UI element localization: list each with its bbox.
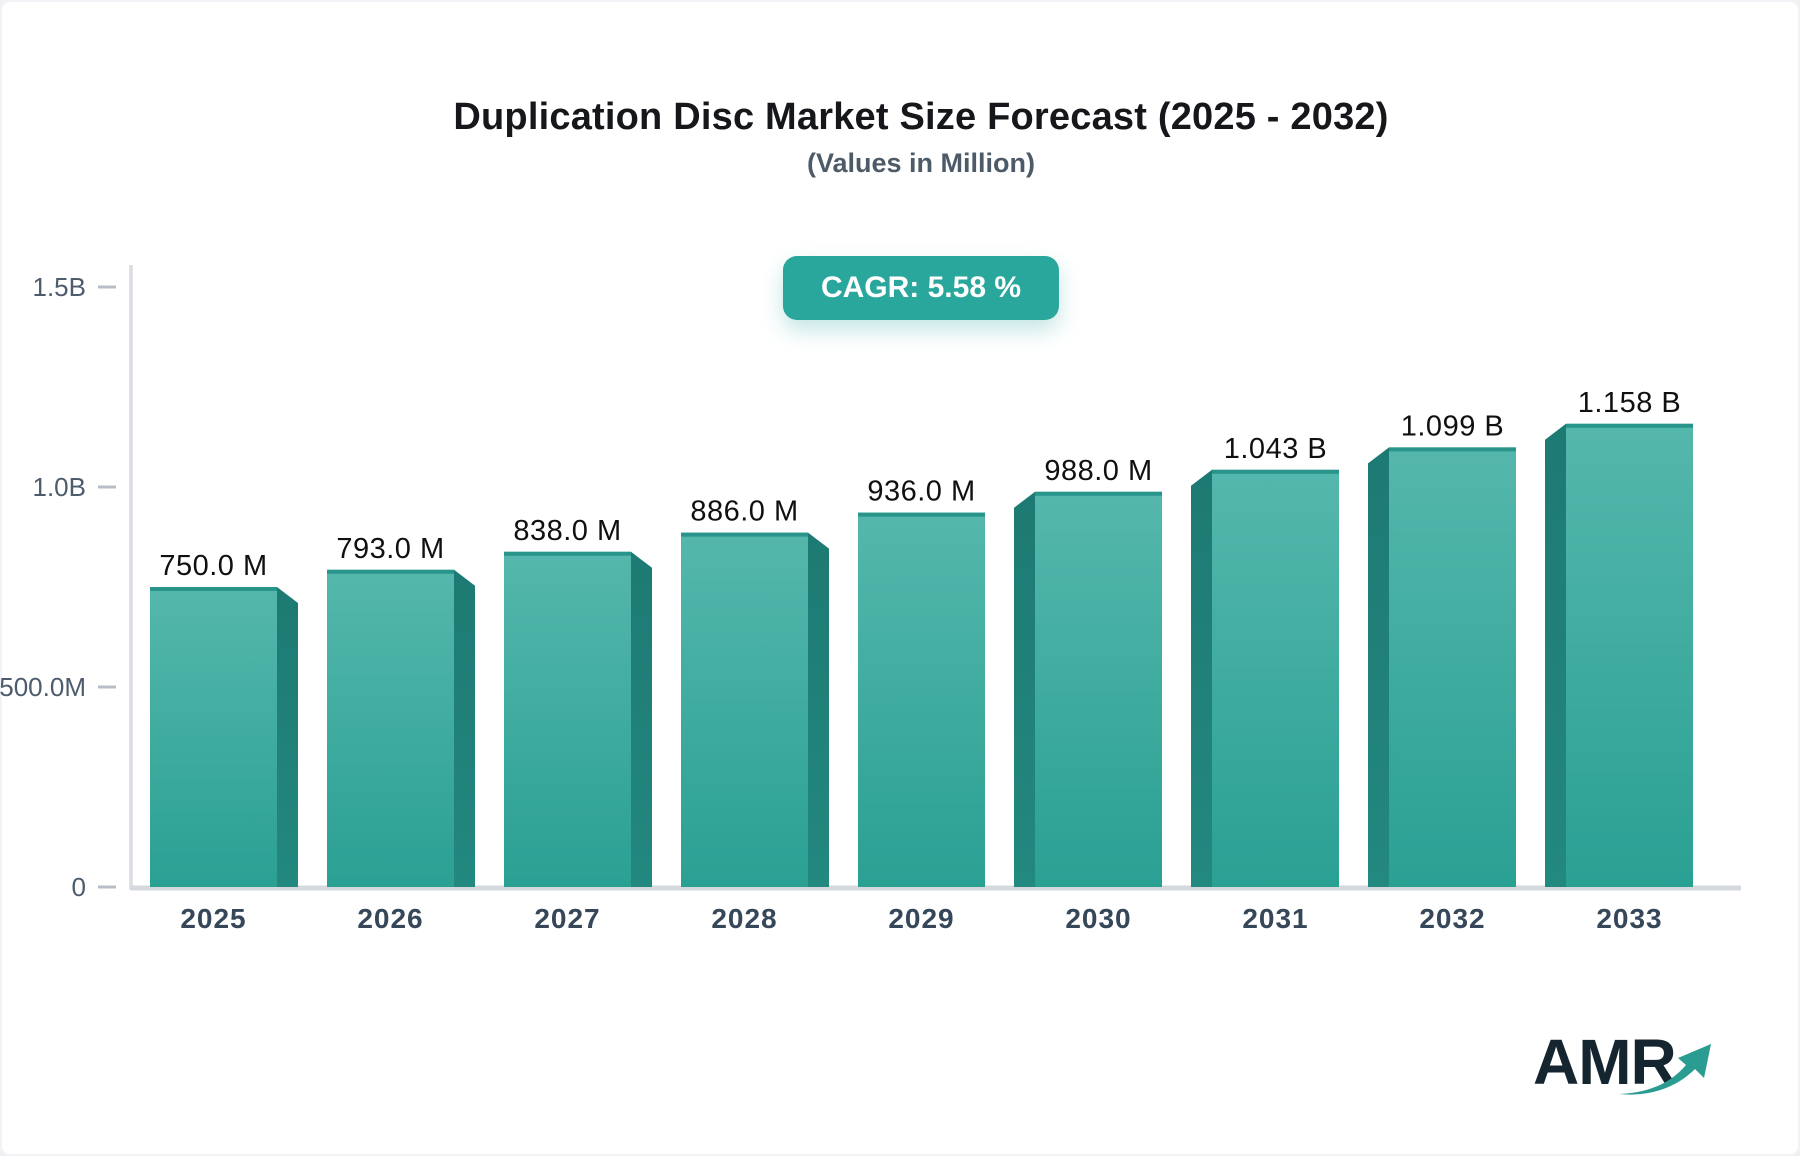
bar-face (1212, 469, 1339, 887)
chart-subtitle: (Values in Million) (806, 148, 1036, 178)
bar-face (1566, 423, 1693, 887)
bar-value-label: 793.0 M (336, 533, 444, 565)
bar-group: 886.0 M (681, 496, 829, 887)
bar-value-label: 988.0 M (1044, 455, 1152, 487)
bar-face (681, 532, 808, 887)
bar-side (1368, 447, 1389, 887)
bars: 750.0 M 793.0 M 838.0 M 886.0 M 936.0 M 988.0… (150, 387, 1693, 887)
bar-side (808, 532, 829, 887)
brand-logo: AMR (1533, 1030, 1733, 1110)
bar-side (1545, 423, 1566, 887)
x-axis-label: 2030 (1065, 903, 1131, 934)
y-tick-label: 1.5B (33, 272, 87, 302)
bar-group: 838.0 M (504, 515, 652, 887)
x-axis-label: 2027 (534, 903, 600, 934)
bar-side (1191, 469, 1212, 887)
bar-side (454, 569, 475, 887)
y-tick-label: 0 (72, 872, 86, 902)
x-axis-label: 2031 (1242, 903, 1308, 934)
bar-side (631, 551, 652, 887)
bar-face (504, 551, 631, 887)
bar-value-label: 1.043 B (1224, 433, 1327, 465)
y-tick-label: 500.0M (0, 672, 86, 702)
bar-group: 1.043 B (1191, 433, 1339, 887)
bar-value-label: 1.158 B (1578, 387, 1681, 419)
x-axis-label: 2026 (357, 903, 423, 934)
bar-group: 793.0 M (327, 533, 475, 887)
cagr-badge: CAGR: 5.58 % (782, 256, 1060, 320)
bar-face (858, 512, 985, 887)
bar-face (1035, 491, 1162, 887)
y-tick-label: 1.0B (33, 472, 87, 502)
bar-group: 1.158 B (1545, 387, 1693, 887)
axis-labels: 1.5B 1.0B 500.0M 0 2025 2026 2027 2028 2029 2030 2… (0, 272, 1662, 934)
bar-value-label: 838.0 M (513, 515, 621, 547)
bar-group: 988.0 M (1014, 455, 1162, 887)
bar-group: 750.0 M (150, 550, 298, 887)
axes (98, 265, 1741, 891)
x-axis-label: 2033 (1596, 903, 1662, 934)
growth-arrow-icon (1619, 1044, 1711, 1095)
x-axis-label: 2028 (711, 903, 777, 934)
bar-group: 1.099 B (1368, 410, 1516, 887)
bar-value-label: 886.0 M (690, 496, 798, 528)
x-axis-label: 2025 (180, 903, 246, 934)
bar-value-label: 936.0 M (867, 476, 975, 508)
brand-logo-text: AMR (1533, 1026, 1677, 1098)
bar-face (150, 587, 277, 887)
bar-group: 936.0 M (858, 476, 985, 887)
bar-side (277, 587, 298, 887)
x-axis-label: 2032 (1419, 903, 1485, 934)
bar-value-label: 750.0 M (159, 550, 267, 582)
bar-value-label: 1.099 B (1401, 410, 1504, 442)
chart-title: Duplication Disc Market Size Forecast (2… (453, 96, 1389, 138)
bar-face (327, 569, 454, 887)
bar-side (1014, 491, 1035, 887)
x-axis-label: 2029 (888, 903, 954, 934)
bar-face (1389, 447, 1516, 887)
